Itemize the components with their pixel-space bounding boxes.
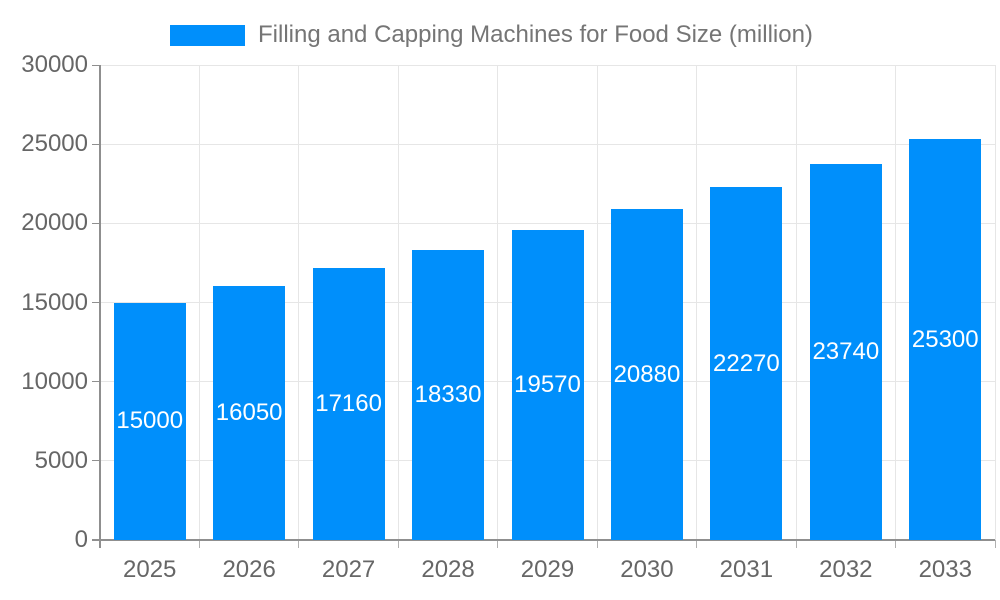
x-axis-label: 2031 bbox=[719, 556, 774, 583]
x-axis-label: 2030 bbox=[620, 556, 674, 583]
x-axis-tick bbox=[397, 540, 399, 548]
x-axis-tick bbox=[895, 540, 897, 548]
y-axis-label: 5000 bbox=[34, 446, 88, 474]
bar-2030[interactable] bbox=[610, 209, 683, 540]
y-axis-tick bbox=[92, 64, 100, 66]
bar-2027[interactable] bbox=[312, 268, 385, 540]
x-axis-tick bbox=[696, 540, 698, 548]
y-axis-tick bbox=[92, 222, 100, 224]
x-axis-label: 2032 bbox=[819, 556, 873, 583]
bar-2032[interactable] bbox=[809, 164, 882, 540]
y-axis-tick bbox=[92, 302, 100, 303]
x-gridline bbox=[497, 65, 499, 540]
x-gridline bbox=[397, 65, 399, 540]
x-gridline bbox=[994, 65, 996, 540]
x-gridline bbox=[696, 65, 698, 540]
x-gridline bbox=[298, 65, 300, 540]
bar-2025[interactable] bbox=[113, 302, 186, 540]
x-gridline bbox=[596, 65, 598, 540]
x-axis-tick bbox=[497, 540, 499, 548]
x-axis-tick bbox=[795, 540, 797, 548]
legend-item[interactable]: Filling and Capping Machines for Food Si… bbox=[170, 21, 813, 49]
y-gridline bbox=[100, 64, 995, 66]
bar-2026[interactable] bbox=[213, 285, 286, 540]
y-axis-tick bbox=[92, 460, 100, 462]
y-axis-label: 30000 bbox=[21, 51, 88, 78]
x-axis-label: 2025 bbox=[123, 556, 177, 583]
x-axis-label: 2033 bbox=[918, 556, 972, 583]
x-axis-label: 2028 bbox=[421, 556, 475, 583]
x-axis-tick bbox=[596, 540, 598, 548]
y-axis-tick bbox=[92, 143, 100, 145]
x-gridline bbox=[198, 65, 200, 540]
y-axis-label: 25000 bbox=[21, 130, 88, 158]
x-axis-tick bbox=[198, 540, 200, 548]
y-axis-label: 20000 bbox=[21, 209, 88, 237]
y-axis-label: 15000 bbox=[21, 288, 88, 316]
legend-swatch bbox=[170, 24, 245, 46]
legend-label: Filling and Capping Machines for Food Si… bbox=[258, 21, 813, 48]
bar-2028[interactable] bbox=[412, 249, 485, 540]
y-axis-tick bbox=[92, 381, 100, 383]
bar-2033[interactable] bbox=[909, 139, 982, 540]
x-gridline bbox=[795, 65, 797, 540]
y-axis-label: 10000 bbox=[21, 367, 88, 395]
y-axis-label: 0 bbox=[74, 526, 88, 553]
x-axis-tick bbox=[298, 540, 300, 548]
x-axis-tick bbox=[994, 540, 996, 548]
x-axis-label: 2026 bbox=[222, 556, 276, 583]
y-axis-tick bbox=[92, 539, 100, 541]
bar-2031[interactable] bbox=[710, 187, 783, 540]
y-axis-line bbox=[99, 65, 101, 548]
x-axis-tick bbox=[99, 540, 101, 548]
x-axis-label: 2029 bbox=[520, 556, 575, 583]
bar-2029[interactable] bbox=[511, 230, 584, 540]
x-gridline bbox=[895, 65, 897, 540]
y-gridline bbox=[100, 143, 995, 145]
x-axis-label: 2027 bbox=[321, 556, 376, 583]
